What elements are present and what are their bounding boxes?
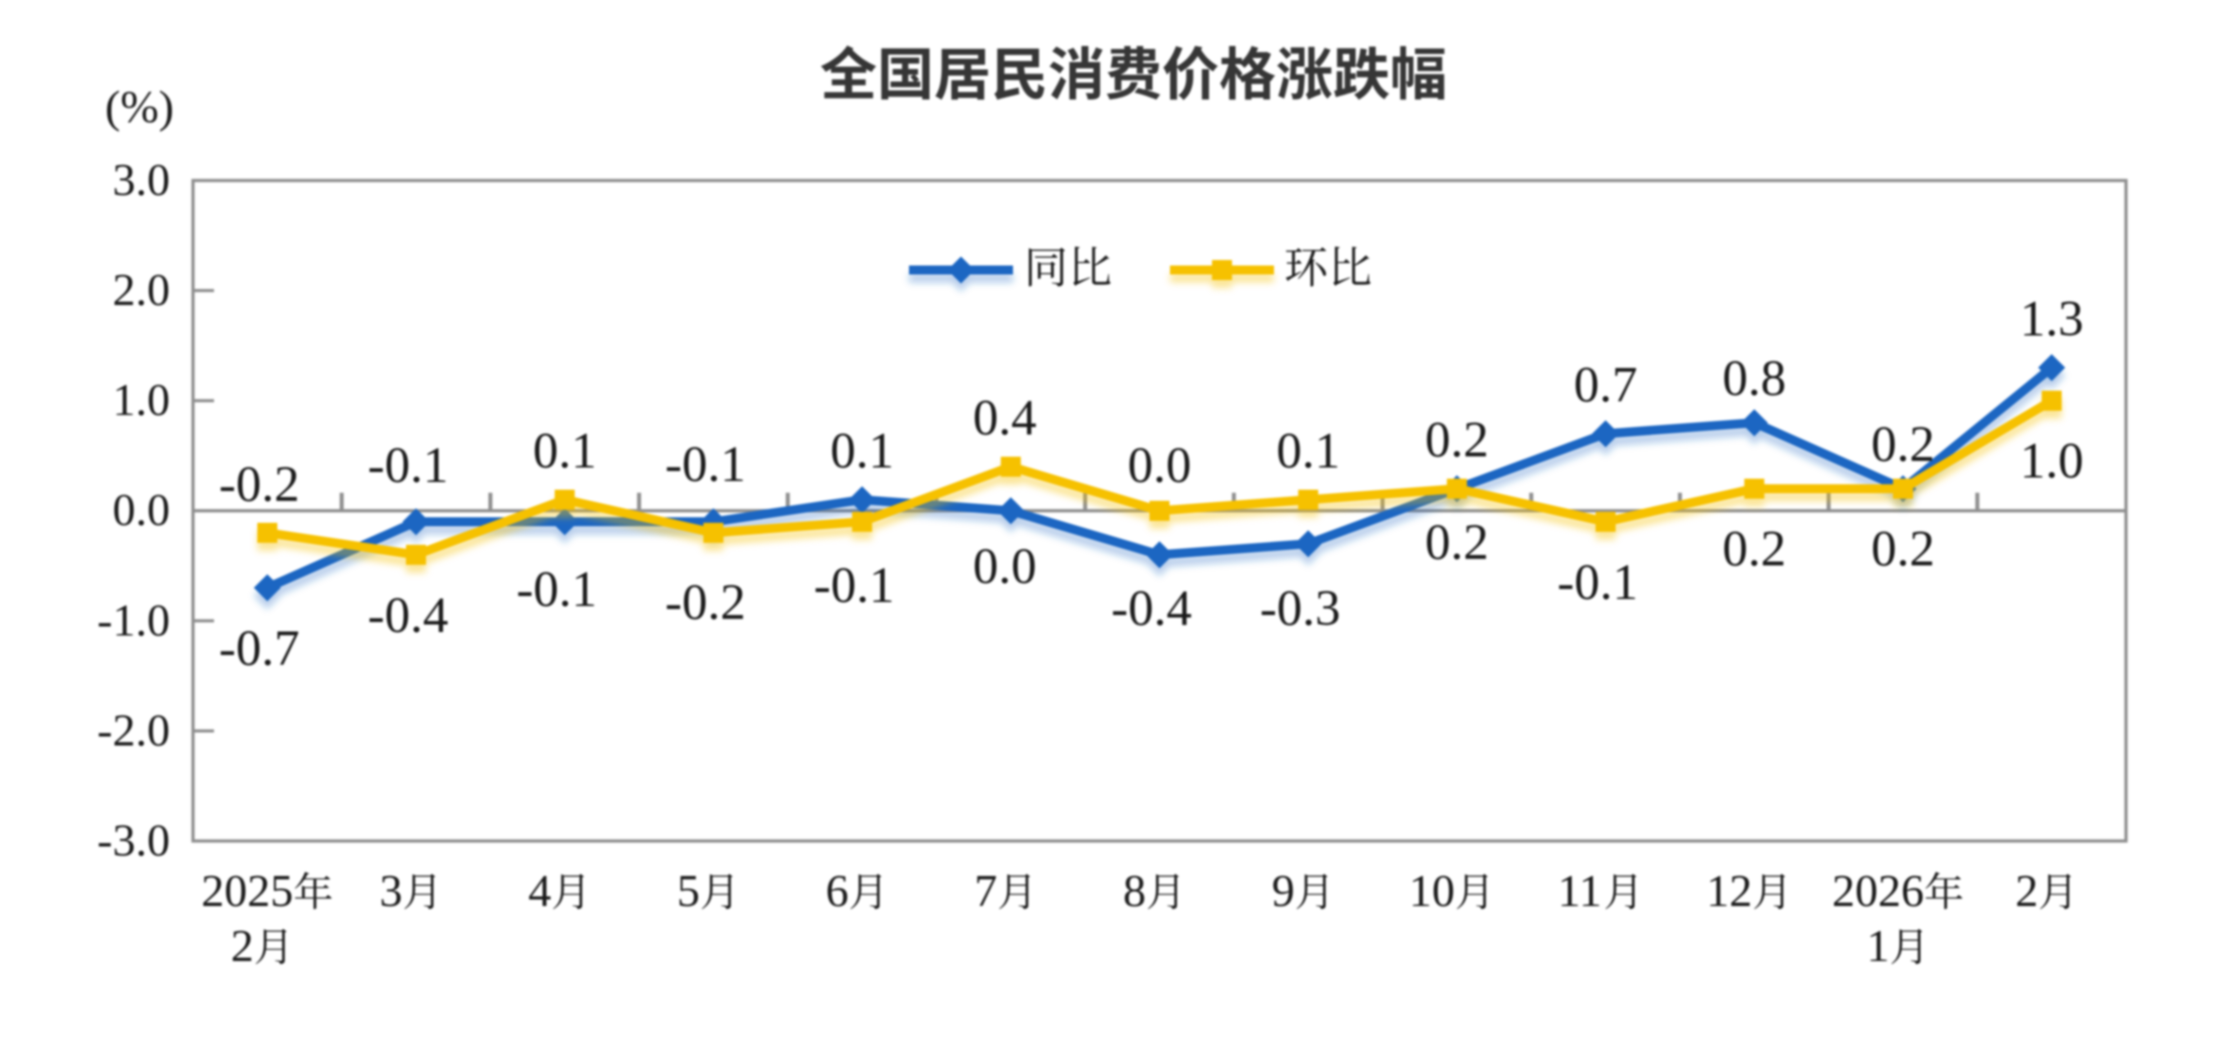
svg-text:0.2: 0.2	[1871, 417, 1935, 473]
svg-text:-0.1: -0.1	[1557, 555, 1638, 611]
svg-text:2025: 2025	[201, 865, 293, 916]
svg-text:0.7: 0.7	[1574, 358, 1638, 414]
svg-text:1: 1	[1867, 920, 1890, 971]
svg-text:2.0: 2.0	[113, 264, 171, 315]
svg-text:-0.1: -0.1	[814, 558, 895, 614]
svg-text:1.3: 1.3	[2020, 292, 2084, 348]
svg-text:3.0: 3.0	[113, 154, 171, 205]
svg-text:0.1: 0.1	[533, 424, 597, 480]
svg-text:0.4: 0.4	[973, 391, 1037, 447]
svg-text:8: 8	[1123, 865, 1146, 916]
svg-text:0.0: 0.0	[1128, 438, 1192, 494]
svg-text:10: 10	[1409, 865, 1455, 916]
svg-text:2: 2	[231, 920, 254, 971]
svg-text:2: 2	[2015, 865, 2038, 916]
svg-text:0.1: 0.1	[830, 424, 894, 480]
svg-text:4: 4	[528, 865, 551, 916]
svg-text:11: 11	[1558, 865, 1602, 916]
svg-text:0.2: 0.2	[1425, 413, 1489, 469]
svg-text:-1.0: -1.0	[97, 594, 170, 645]
svg-text:2026: 2026	[1832, 865, 1924, 916]
svg-text:6: 6	[826, 865, 849, 916]
svg-text:1.0: 1.0	[113, 374, 171, 425]
svg-text:-0.4: -0.4	[1111, 581, 1192, 637]
svg-text:0.8: 0.8	[1722, 351, 1786, 407]
svg-text:5: 5	[677, 865, 700, 916]
svg-text:0.0: 0.0	[113, 484, 171, 535]
svg-text:3: 3	[380, 865, 403, 916]
svg-text:-0.4: -0.4	[368, 588, 449, 644]
svg-text:-0.1: -0.1	[516, 562, 597, 618]
svg-text:-0.2: -0.2	[665, 575, 746, 631]
svg-text:-3.0: -3.0	[97, 815, 170, 866]
svg-text:-0.3: -0.3	[1260, 581, 1341, 637]
svg-text:9: 9	[1272, 865, 1295, 916]
svg-text:0.2: 0.2	[1722, 522, 1786, 578]
svg-text:0.0: 0.0	[973, 539, 1037, 595]
svg-text:-0.7: -0.7	[219, 621, 300, 677]
svg-text:0.2: 0.2	[1871, 522, 1935, 578]
svg-text:-2.0: -2.0	[97, 704, 170, 755]
svg-text:(%): (%)	[105, 81, 174, 132]
svg-text:12: 12	[1706, 865, 1752, 916]
svg-text:-0.1: -0.1	[368, 438, 449, 494]
svg-text:0.2: 0.2	[1425, 515, 1489, 571]
svg-text:-0.1: -0.1	[665, 437, 746, 493]
svg-text:1.0: 1.0	[2020, 434, 2084, 490]
svg-text:0.1: 0.1	[1276, 424, 1340, 480]
svg-text:-0.2: -0.2	[219, 457, 300, 513]
svg-text:7: 7	[974, 865, 997, 916]
